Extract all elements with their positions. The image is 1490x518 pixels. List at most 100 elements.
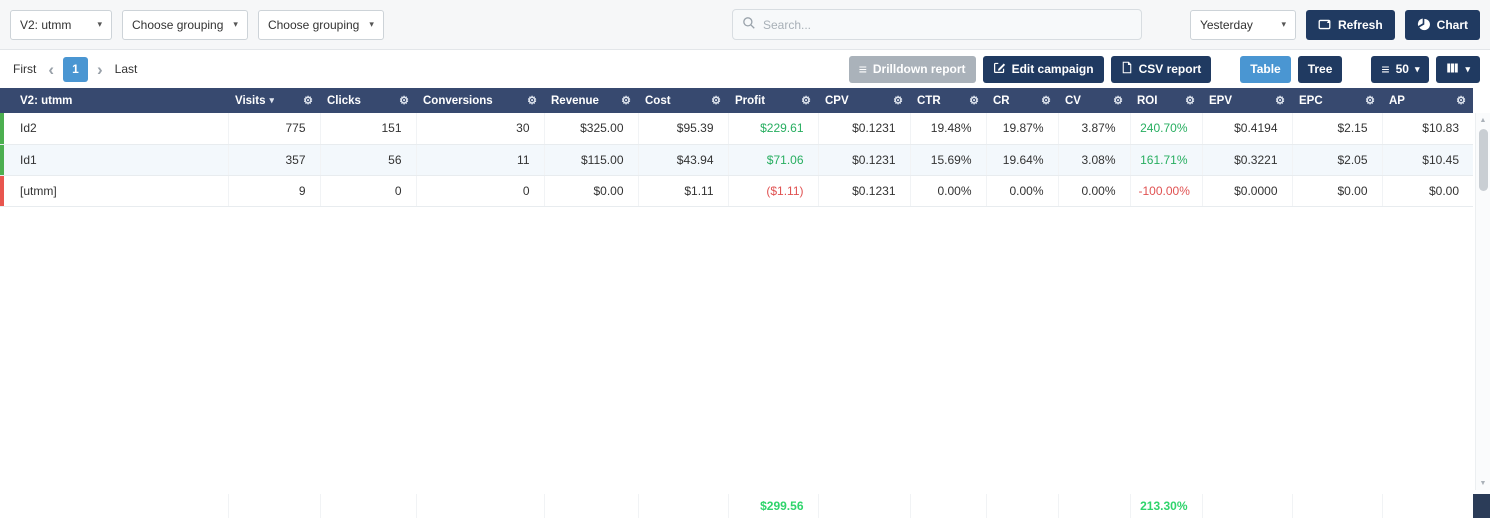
col-label: CTR xyxy=(917,94,941,107)
chart-button[interactable]: Chart xyxy=(1404,9,1480,40)
table-view-button[interactable]: Table xyxy=(1240,55,1291,83)
scrollbar-thumb[interactable] xyxy=(1479,129,1488,191)
list-icon: ≡ xyxy=(858,61,867,77)
row-status-indicator xyxy=(0,113,4,143)
caret-down-icon: ▾ xyxy=(1281,19,1286,29)
cell-visits: 775 xyxy=(228,113,321,145)
pagination: First ‹ 1 › Last xyxy=(10,56,140,82)
cell-cpv: $0.1231 xyxy=(818,113,911,145)
pagination-first[interactable]: First xyxy=(13,62,37,76)
cell-cv: 0.00% xyxy=(1058,175,1131,207)
tree-view-button[interactable]: Tree xyxy=(1297,55,1343,83)
gear-icon[interactable]: ⚙ xyxy=(893,95,903,107)
col-header-ctr[interactable]: CTR ⚙ xyxy=(910,88,986,113)
cell-cost: $95.39 xyxy=(638,113,729,145)
date-range-select[interactable]: Yesterday ▾ xyxy=(1189,9,1296,40)
total-cost: $140.44 xyxy=(638,494,729,518)
col-header-visits[interactable]: Visits ▾ ⚙ xyxy=(228,88,320,113)
gear-icon[interactable]: ⚙ xyxy=(1041,95,1051,107)
caret-down-icon: ▾ xyxy=(233,19,238,29)
col-label: V2: utmm xyxy=(20,94,73,107)
edit-campaign-button[interactable]: Edit campaign xyxy=(982,55,1104,83)
table-row[interactable]: [utmm] 9 0 0 $0.00 $1.11 ($1.11) $0.1231… xyxy=(0,175,1473,207)
pagination-last[interactable]: Last xyxy=(114,62,138,76)
rows-per-page-button[interactable]: ≡ 50 ▾ xyxy=(1371,55,1430,83)
col-header-epv[interactable]: EPV ⚙ xyxy=(1202,88,1292,113)
scrollbar-track[interactable] xyxy=(1476,127,1490,476)
chevron-right-icon[interactable]: › xyxy=(97,59,103,79)
col-label: Profit xyxy=(735,94,766,107)
gear-icon[interactable]: ⚙ xyxy=(527,95,537,107)
col-header-profit[interactable]: Profit ⚙ xyxy=(728,88,818,113)
col-header-name[interactable]: V2: utmm xyxy=(0,88,228,113)
col-header-cpv[interactable]: CPV ⚙ xyxy=(818,88,910,113)
cell-cr: 19.87% xyxy=(986,113,1059,145)
campaign-select[interactable]: V2: utmm ▾ xyxy=(10,9,112,40)
chevron-left-icon[interactable]: ‹ xyxy=(48,59,54,79)
cell-roi: 240.70% xyxy=(1130,113,1203,145)
gear-icon[interactable]: ⚙ xyxy=(1456,95,1466,107)
table-row[interactable]: Id2 775 151 30 $325.00 $95.39 $229.61 $0… xyxy=(0,113,1473,145)
cell-ap: $10.83 xyxy=(1382,113,1473,145)
gear-icon[interactable]: ⚙ xyxy=(621,95,631,107)
caret-down-icon: ▾ xyxy=(369,19,374,29)
total-visits: 1,141 xyxy=(228,494,321,518)
grouping-select-2[interactable]: Choose grouping ▾ xyxy=(257,9,384,40)
sort-desc-icon: ▾ xyxy=(269,95,275,105)
col-header-revenue[interactable]: Revenue ⚙ xyxy=(544,88,638,113)
report-table-area: V2: utmm Visits ▾ ⚙ Clicks ⚙ Conversions ⚙ R… xyxy=(0,88,1490,494)
rows-per-page-value: 50 xyxy=(1395,62,1409,76)
scroll-down-icon[interactable]: ▼ xyxy=(1479,479,1487,487)
scroll-up-icon[interactable]: ▲ xyxy=(1479,116,1487,124)
total-profit: $299.56 xyxy=(728,494,819,518)
gear-icon[interactable]: ⚙ xyxy=(303,95,313,107)
col-header-roi[interactable]: ROI ⚙ xyxy=(1130,88,1202,113)
col-label: EPC xyxy=(1299,94,1323,107)
table-row[interactable]: Id1 357 56 11 $115.00 $43.94 $71.06 $0.1… xyxy=(0,144,1473,176)
gear-icon[interactable]: ⚙ xyxy=(801,95,811,107)
top-toolbar: V2: utmm ▾ Choose grouping ▾ Choose grou… xyxy=(0,0,1490,50)
refresh-button[interactable]: Refresh xyxy=(1305,9,1395,40)
pagination-page-1[interactable]: 1 xyxy=(63,56,88,82)
gear-icon[interactable]: ⚙ xyxy=(711,95,721,107)
vertical-scrollbar[interactable]: ▲ ▼ xyxy=(1475,113,1490,490)
search-input[interactable] xyxy=(762,17,1132,32)
cell-profit: $229.61 xyxy=(728,113,819,145)
col-label: CR xyxy=(993,94,1010,107)
col-header-cost[interactable]: Cost ⚙ xyxy=(638,88,728,113)
col-header-cv[interactable]: CV ⚙ xyxy=(1058,88,1130,113)
cell-roi: 161.71% xyxy=(1130,144,1203,176)
gear-icon[interactable]: ⚙ xyxy=(1185,95,1195,107)
cell-profit: $71.06 xyxy=(728,144,819,176)
col-header-epc[interactable]: EPC ⚙ xyxy=(1292,88,1382,113)
col-header-clicks[interactable]: Clicks ⚙ xyxy=(320,88,416,113)
chart-label: Chart xyxy=(1436,17,1468,32)
cell-clicks: 151 xyxy=(320,113,417,145)
drilldown-report-button[interactable]: ≡ Drilldown report xyxy=(848,55,976,83)
gear-icon[interactable]: ⚙ xyxy=(1365,95,1375,107)
caret-down-icon: ▾ xyxy=(1414,63,1420,74)
drilldown-report-label: Drilldown report xyxy=(872,62,966,76)
grouping-select-1[interactable]: Choose grouping ▾ xyxy=(122,9,248,40)
csv-report-button[interactable]: CSV report xyxy=(1110,55,1212,83)
gear-icon[interactable]: ⚙ xyxy=(399,95,409,107)
gear-icon[interactable]: ⚙ xyxy=(969,95,979,107)
columns-icon xyxy=(1446,62,1459,77)
cell-cost: $1.11 xyxy=(638,175,729,207)
csv-file-icon xyxy=(1121,61,1133,77)
total-cpv: $0.1231 xyxy=(818,494,911,518)
cell-cr: 0.00% xyxy=(986,175,1059,207)
cell-visits: 9 xyxy=(228,175,321,207)
gear-icon[interactable]: ⚙ xyxy=(1113,95,1123,107)
row-status-indicator xyxy=(0,175,4,205)
col-header-cr[interactable]: CR ⚙ xyxy=(986,88,1058,113)
col-header-ap[interactable]: AP ⚙ xyxy=(1382,88,1473,113)
total-cv: 3.59% xyxy=(1058,494,1131,518)
gear-icon[interactable]: ⚙ xyxy=(1275,95,1285,107)
cell-epv: $0.4194 xyxy=(1202,113,1293,145)
col-header-conversions[interactable]: Conversions ⚙ xyxy=(416,88,544,113)
columns-button[interactable]: ▾ xyxy=(1436,55,1480,83)
cell-epv: $0.3221 xyxy=(1202,144,1293,176)
tree-view-label: Tree xyxy=(1307,62,1333,76)
csv-report-label: CSV report xyxy=(1138,62,1202,76)
